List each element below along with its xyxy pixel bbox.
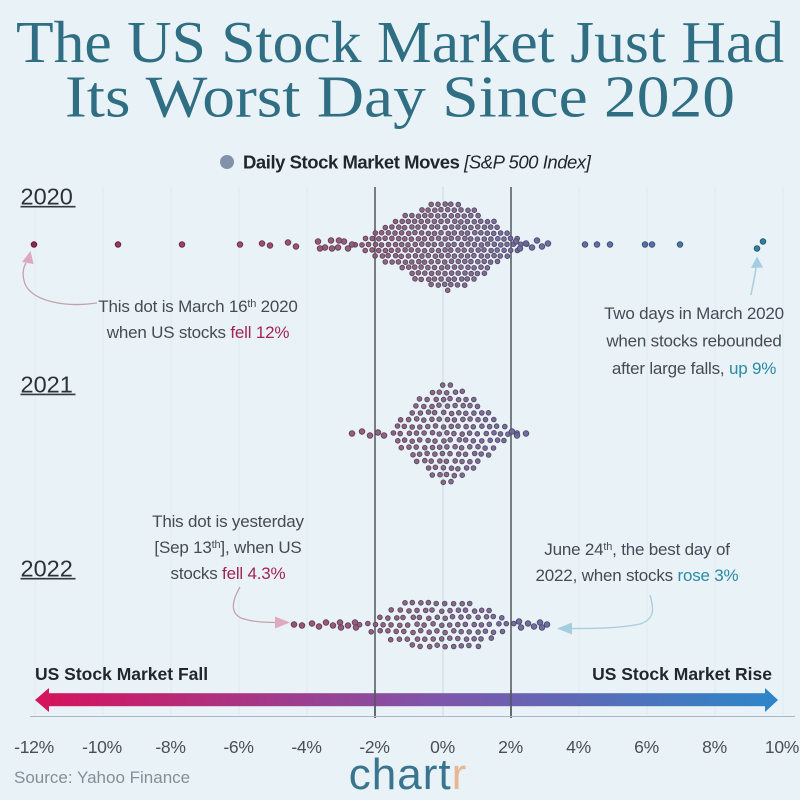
- svg-text:Its Worst Day Since 2020: Its Worst Day Since 2020: [65, 64, 735, 130]
- svg-text:This dot is March 16th 2020: This dot is March 16th 2020: [98, 297, 297, 316]
- svg-text:-10%: -10%: [82, 737, 122, 757]
- svg-text:This dot is yesterday: This dot is yesterday: [152, 512, 304, 531]
- svg-text:Daily Stock Market Moves [S&P: Daily Stock Market Moves [S&P 500 Index]: [243, 152, 592, 173]
- svg-text:-6%: -6%: [223, 737, 253, 757]
- svg-text:2021: 2021: [21, 371, 73, 397]
- svg-text:2022, when stocks rose 3%: 2022, when stocks rose 3%: [536, 566, 739, 585]
- svg-text:when stocks rebounded: when stocks rebounded: [605, 332, 781, 351]
- svg-text:stocks fell 4.3%: stocks fell 4.3%: [171, 564, 286, 583]
- svg-text:2%: 2%: [498, 737, 523, 757]
- svg-text:chartr: chartr: [349, 750, 467, 799]
- svg-text:June 24th, the best day of: June 24th, the best day of: [544, 540, 730, 559]
- svg-text:4%: 4%: [566, 737, 591, 757]
- svg-text:-12%: -12%: [14, 737, 54, 757]
- svg-text:US Stock Market Rise: US Stock Market Rise: [592, 664, 772, 684]
- svg-text:10%: 10%: [765, 737, 799, 757]
- svg-text:Source: Yahoo Finance: Source: Yahoo Finance: [14, 768, 190, 787]
- svg-text:when US stocks fell 12%: when US stocks fell 12%: [106, 323, 290, 342]
- svg-text:-2%: -2%: [359, 737, 389, 757]
- svg-text:-4%: -4%: [291, 737, 321, 757]
- svg-text:8%: 8%: [702, 737, 727, 757]
- svg-text:US Stock Market Fall: US Stock Market Fall: [35, 664, 208, 684]
- svg-text:after large falls, up 9%: after large falls, up 9%: [612, 359, 776, 378]
- svg-text:Two days in March 2020: Two days in March 2020: [604, 304, 784, 323]
- svg-text:The US Stock Market Just Had: The US Stock Market Just Had: [16, 9, 784, 75]
- svg-text:6%: 6%: [634, 737, 659, 757]
- svg-text:0%: 0%: [430, 737, 455, 757]
- svg-text:2022: 2022: [21, 556, 73, 582]
- svg-text:-8%: -8%: [155, 737, 185, 757]
- svg-text:2020: 2020: [21, 184, 73, 210]
- svg-text:[Sep 13th], when US: [Sep 13th], when US: [154, 538, 301, 557]
